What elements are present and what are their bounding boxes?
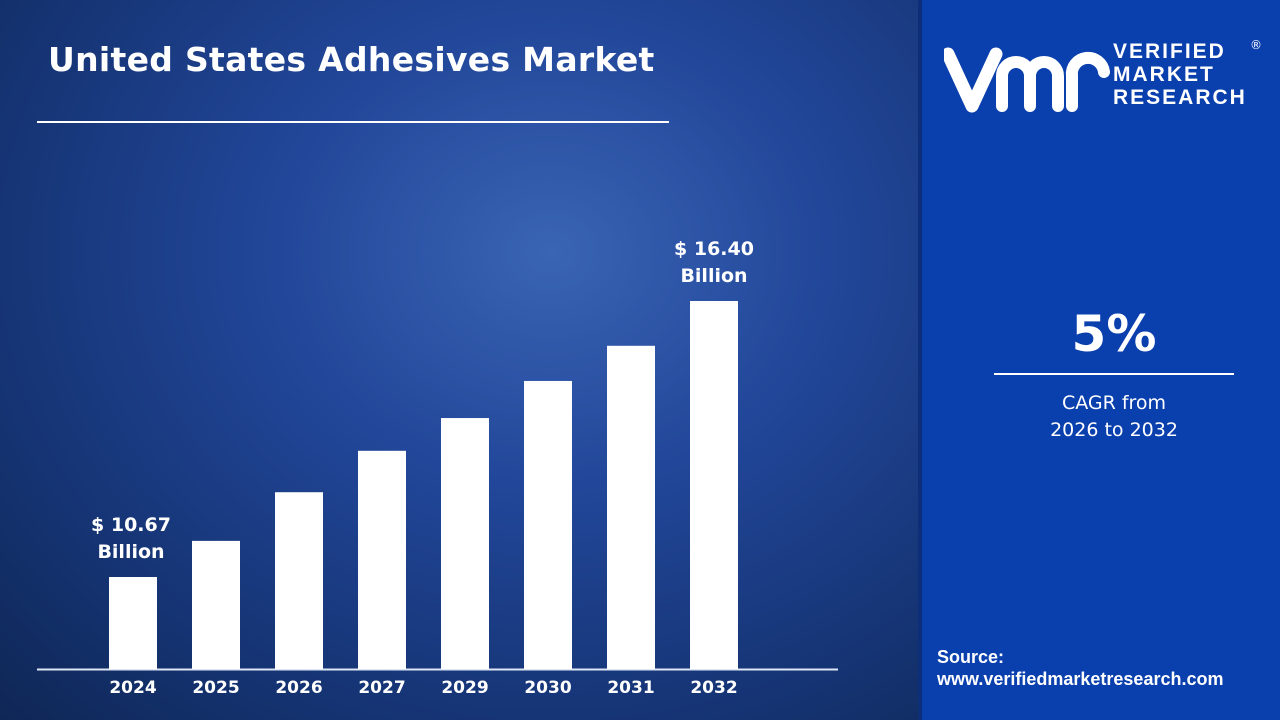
brand-line-3: RESEARCH: [1113, 86, 1247, 109]
x-tick-label: 2026: [275, 678, 322, 698]
x-tick-label: 2025: [192, 678, 239, 698]
bar-2030: [524, 380, 572, 669]
info-panel: VERIFIED MARKET RESEARCH ® 5% CAGR from …: [922, 0, 1280, 720]
panel-divider: [918, 0, 922, 720]
bar-2024: [109, 577, 157, 669]
x-tick-label: 2032: [690, 678, 737, 698]
bar-2025: [192, 540, 240, 669]
cagr-line-1: CAGR from: [1061, 392, 1167, 414]
title-underline: [37, 121, 669, 123]
source-url[interactable]: www.verifiedmarketresearch.com: [937, 669, 1224, 689]
bar-2027: [358, 450, 406, 669]
cagr-divider: [994, 373, 1234, 375]
vmr-logo-icon: [944, 47, 1110, 113]
x-tick-label: 2030: [524, 678, 571, 698]
x-tick-label: 2029: [441, 678, 488, 698]
cagr-value: 5%: [1071, 305, 1157, 363]
bar-2029: [441, 418, 489, 669]
data-label-2024: Billion: [97, 541, 164, 563]
data-label-2032: $ 16.40: [674, 238, 754, 260]
bar-2031: [607, 345, 655, 669]
data-label-2024: $ 10.67: [91, 514, 171, 536]
registered-mark: ®: [1250, 38, 1262, 52]
x-tick-label: 2024: [109, 678, 156, 698]
brand-name: VERIFIED MARKET RESEARCH: [1113, 40, 1247, 109]
source: Source: www.verifiedmarketresearch.com: [937, 646, 1223, 690]
x-tick-label: 2027: [358, 678, 405, 698]
cagr-line-2: 2026 to 2032: [1050, 419, 1178, 441]
bar-2032: [690, 301, 738, 669]
data-label-2032: Billion: [680, 265, 747, 287]
bar-2026: [275, 492, 323, 669]
chart-title: United States Adhesives Market: [48, 40, 655, 79]
brand-line-2: MARKET: [1113, 63, 1215, 86]
cagr-description: CAGR from 2026 to 2032: [994, 390, 1234, 444]
bar-chart: 2024 2025 2026 2027 2029 2030 2031 2032 $ 10.67…: [37, 238, 838, 698]
source-label: Source:: [937, 647, 1005, 667]
x-tick-label: 2031: [607, 678, 654, 698]
brand-line-1: VERIFIED: [1113, 40, 1226, 63]
